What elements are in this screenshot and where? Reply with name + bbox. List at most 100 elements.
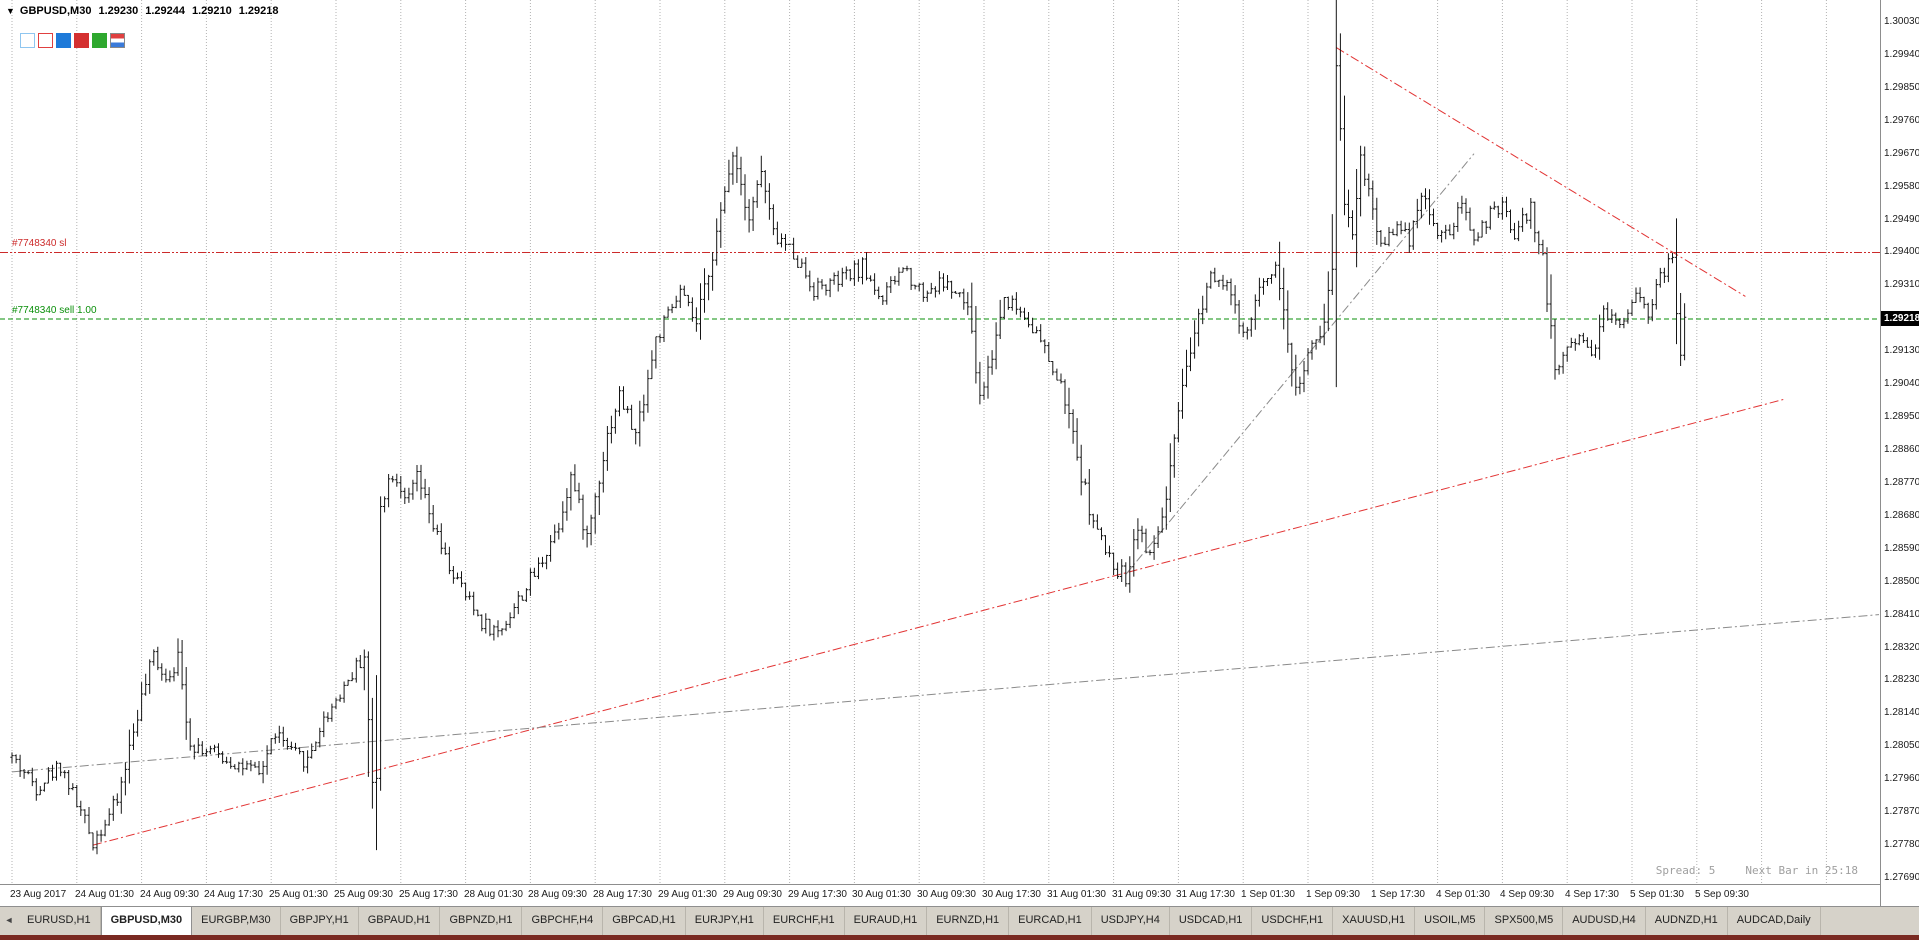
price-axis-label: 1.28050 <box>1884 740 1919 751</box>
chart-tab-gbpusd-m30[interactable]: GBPUSD,M30 <box>100 907 193 935</box>
swatch-green[interactable] <box>92 33 107 48</box>
price-chart-canvas[interactable] <box>0 0 1880 884</box>
price-axis-label: 1.28230 <box>1884 674 1919 685</box>
chart-tab-euraud-h1[interactable]: EURAUD,H1 <box>845 907 928 935</box>
time-axis-label: 24 Aug 01:30 <box>75 889 134 900</box>
price-axis-label: 1.28500 <box>1884 576 1919 587</box>
time-axis-label: 25 Aug 17:30 <box>399 889 458 900</box>
swatch-white-red[interactable] <box>38 33 53 48</box>
price-axis-label: 1.29040 <box>1884 378 1919 389</box>
price-axis-label: 1.28680 <box>1884 510 1919 521</box>
time-axis-label: 31 Aug 17:30 <box>1176 889 1235 900</box>
time-axis-label: 1 Sep 09:30 <box>1306 889 1360 900</box>
spread-label: Spread: 5 <box>1655 864 1716 877</box>
time-axis-label: 29 Aug 01:30 <box>658 889 717 900</box>
price-axis-label: 1.29760 <box>1884 115 1919 126</box>
chart-title: ▼ GBPUSD,M30 1.29230 1.29244 1.29210 1.29218 <box>6 5 279 17</box>
chart-tab-bar: ◄ EURUSD,H1 GBPUSD,M30 EURGBP,M30 GBPJPY,H1… <box>0 906 1919 935</box>
price-axis-label: 1.29670 <box>1884 148 1919 159</box>
price-axis-label: 1.28590 <box>1884 543 1919 554</box>
chart-status: Spread: 5 Next Bar in 25:18 <box>1656 864 1858 877</box>
time-axis-label: 28 Aug 01:30 <box>464 889 523 900</box>
chart-tab-audcad-daily[interactable]: AUDCAD,Daily <box>1728 907 1821 935</box>
price-axis-label: 1.30030 <box>1884 16 1919 27</box>
chart-symbol-period: GBPUSD,M30 <box>19 5 92 17</box>
chart-tab-eurcad-h1[interactable]: EURCAD,H1 <box>1009 907 1092 935</box>
chart-tab-usoil-m5[interactable]: USOIL,M5 <box>1415 907 1486 935</box>
price-axis-label: 1.28320 <box>1884 642 1919 653</box>
chart-tab-eurjpy-h1[interactable]: EURJPY,H1 <box>686 907 764 935</box>
chart-tab-usdcad-h1[interactable]: USDCAD,H1 <box>1170 907 1253 935</box>
time-axis-label: 28 Aug 17:30 <box>593 889 652 900</box>
time-axis-label: 1 Sep 01:30 <box>1241 889 1295 900</box>
time-axis-label: 29 Aug 09:30 <box>723 889 782 900</box>
chart-tab-eurusd-h1[interactable]: EURUSD,H1 <box>18 907 101 935</box>
price-axis-label: 1.28770 <box>1884 477 1919 488</box>
chart-tab-eurchf-h1[interactable]: EURCHF,H1 <box>764 907 845 935</box>
time-axis-label: 30 Aug 01:30 <box>852 889 911 900</box>
tab-scroll-left-button[interactable]: ◄ <box>4 915 14 925</box>
chart-tab-audusd-h4[interactable]: AUDUSD,H4 <box>1563 907 1646 935</box>
sl-line-label[interactable]: #7748340 sl <box>12 238 67 249</box>
chart-tab-eurgbp-m30[interactable]: EURGBP,M30 <box>192 907 281 935</box>
price-axis-label: 1.28860 <box>1884 444 1919 455</box>
chart-tab-gbpchf-h4[interactable]: GBPCHF,H4 <box>522 907 604 935</box>
time-axis-label: 24 Aug 09:30 <box>140 889 199 900</box>
price-axis-label: 1.29940 <box>1884 49 1919 60</box>
price-axis-label: 1.29580 <box>1884 181 1919 192</box>
price-axis-label: 1.29400 <box>1884 246 1919 257</box>
price-axis-label: 1.28950 <box>1884 411 1919 422</box>
time-axis-label: 31 Aug 01:30 <box>1047 889 1106 900</box>
swatch-white-blue[interactable] <box>20 33 35 48</box>
chart-tab-gbpjpy-h1[interactable]: GBPJPY,H1 <box>281 907 359 935</box>
price-axis-label: 1.28410 <box>1884 609 1919 620</box>
price-axis-label: 1.29850 <box>1884 82 1919 93</box>
price-axis[interactable]: 1.29218 1.30030 1.29940 1.29850 1.29760 1.29… <box>1880 0 1919 906</box>
price-axis-label: 1.27960 <box>1884 773 1919 784</box>
ohlc-close: 1.29218 <box>238 5 279 17</box>
time-axis-label: 5 Sep 01:30 <box>1630 889 1684 900</box>
ohlc-low: 1.29210 <box>191 5 232 17</box>
chart-tab-usdchf-h1[interactable]: USDCHF,H1 <box>1252 907 1334 935</box>
chart-tab-audnzd-h1[interactable]: AUDNZD,H1 <box>1646 907 1728 935</box>
taskbar-edge <box>0 935 1919 940</box>
sell-line-label[interactable]: #7748340 sell 1.00 <box>12 305 97 316</box>
price-axis-label: 1.27780 <box>1884 839 1919 850</box>
time-axis-label: 25 Aug 01:30 <box>269 889 328 900</box>
time-axis-label: 1 Sep 17:30 <box>1371 889 1425 900</box>
chart-tab-gbpnzd-h1[interactable]: GBPNZD,H1 <box>440 907 523 935</box>
chart-plot-area[interactable]: ▼ GBPUSD,M30 1.29230 1.29244 1.29210 1.29218 … <box>0 0 1880 884</box>
time-axis-label: 24 Aug 17:30 <box>204 889 263 900</box>
swatch-blue[interactable] <box>56 33 71 48</box>
chart-tab-gbpaud-h1[interactable]: GBPAUD,H1 <box>359 907 441 935</box>
chart-tab-usdjpy-h4[interactable]: USDJPY,H4 <box>1092 907 1170 935</box>
time-axis-label: 31 Aug 09:30 <box>1112 889 1171 900</box>
chart-tab-xauusd-h1[interactable]: XAUUSD,H1 <box>1333 907 1416 935</box>
chart-tab-spx500-m5[interactable]: SPX500,M5 <box>1485 907 1564 935</box>
time-axis-label: 28 Aug 09:30 <box>528 889 587 900</box>
time-axis-label: 25 Aug 09:30 <box>334 889 393 900</box>
chart-tabs: EURUSD,H1 GBPUSD,M30 EURGBP,M30 GBPJPY,H1 GB… <box>18 907 1821 935</box>
price-axis-label: 1.29310 <box>1884 279 1919 290</box>
time-axis-label: 4 Sep 17:30 <box>1565 889 1619 900</box>
swatch-striped[interactable] <box>110 33 125 48</box>
price-axis-label: 1.29130 <box>1884 345 1919 356</box>
object-color-swatches <box>20 33 125 48</box>
time-axis-label: 29 Aug 17:30 <box>788 889 847 900</box>
time-axis-label: 23 Aug 2017 <box>10 889 67 900</box>
price-axis-label: 1.28140 <box>1884 707 1919 718</box>
time-axis-label: 30 Aug 17:30 <box>982 889 1041 900</box>
current-price-badge: 1.29218 <box>1881 311 1919 326</box>
price-axis-label: 1.27870 <box>1884 806 1919 817</box>
swatch-red[interactable] <box>74 33 89 48</box>
chart-menu-icon[interactable]: ▼ <box>6 6 15 16</box>
time-axis-label: 4 Sep 01:30 <box>1436 889 1490 900</box>
time-axis-label: 5 Sep 09:30 <box>1695 889 1749 900</box>
ohlc-open: 1.29230 <box>98 5 139 17</box>
price-axis-label: 1.29490 <box>1884 214 1919 225</box>
ohlc-high: 1.29244 <box>145 5 185 17</box>
time-axis-label: 4 Sep 09:30 <box>1500 889 1554 900</box>
chart-tab-gbpcad-h1[interactable]: GBPCAD,H1 <box>603 907 686 935</box>
time-axis[interactable]: 23 Aug 2017 24 Aug 01:30 24 Aug 09:30 24 Au… <box>0 884 1880 906</box>
chart-tab-eurnzd-h1[interactable]: EURNZD,H1 <box>927 907 1010 935</box>
